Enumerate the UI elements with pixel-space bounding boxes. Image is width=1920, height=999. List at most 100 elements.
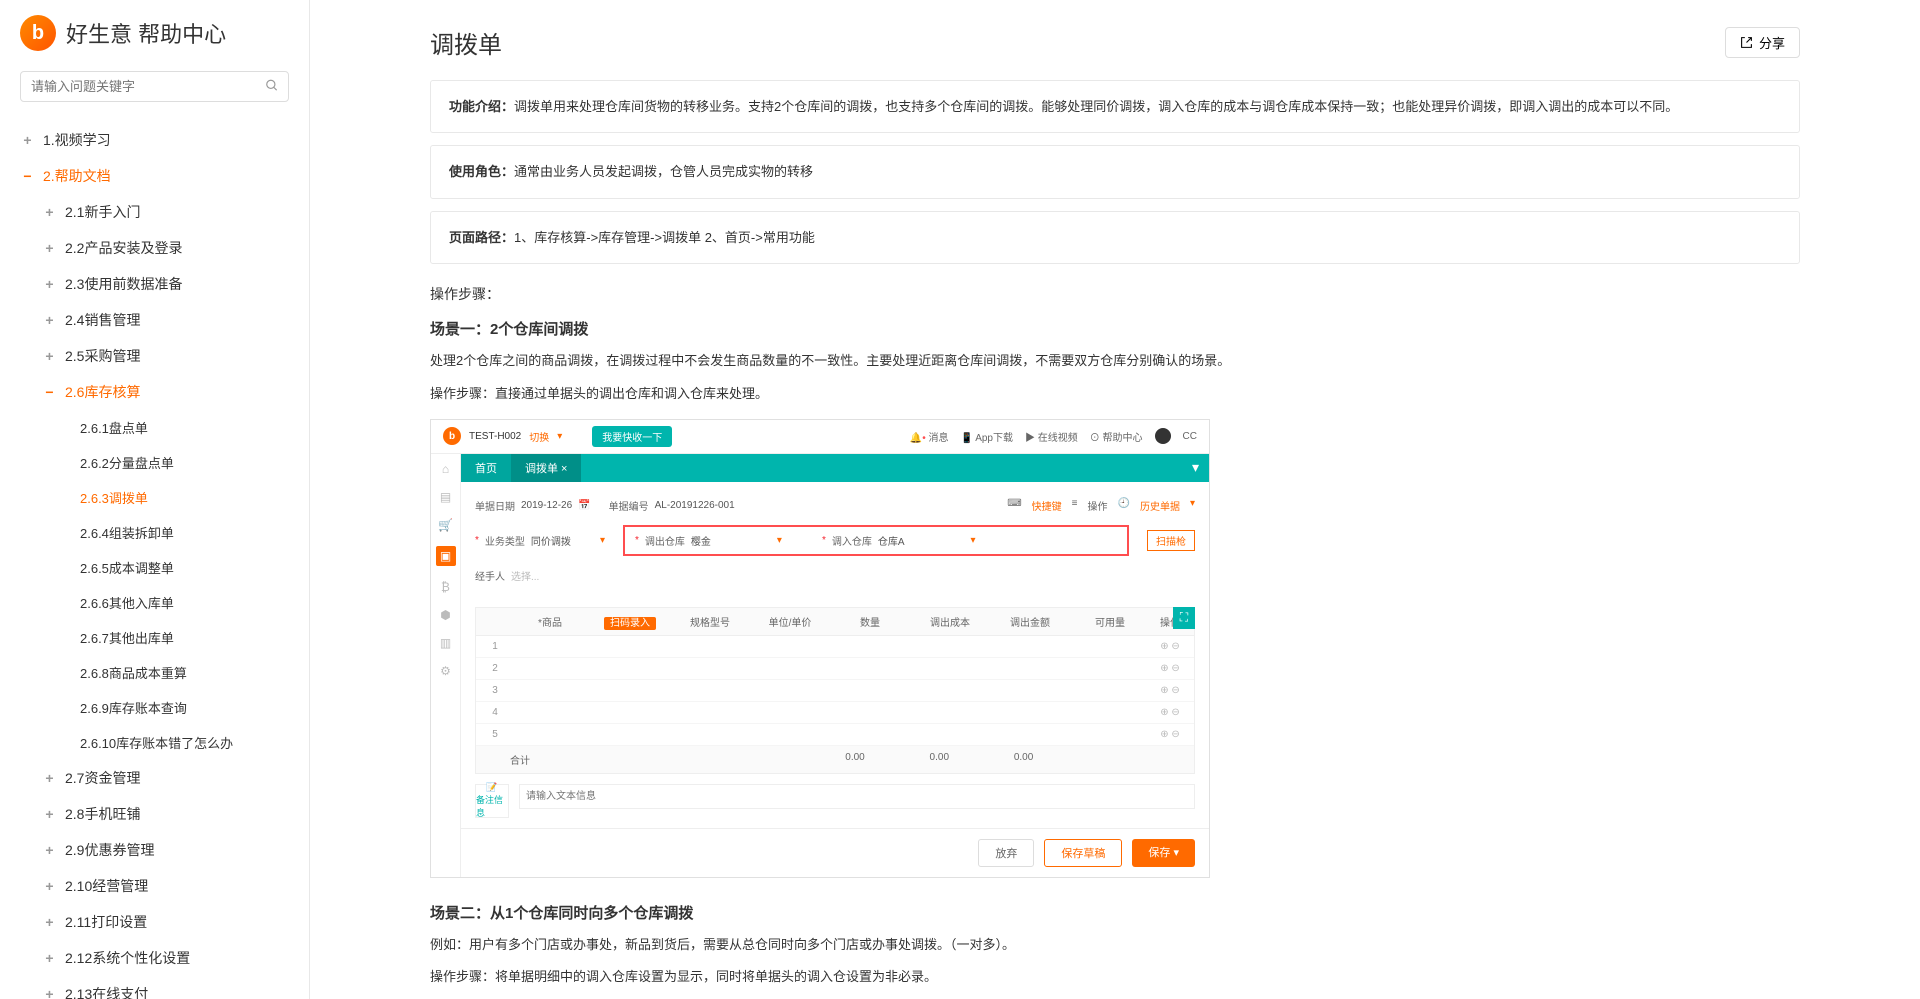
nav-l2-7[interactable]: +2.8手机旺铺 <box>20 796 289 832</box>
plus-icon: + <box>42 313 57 328</box>
nav-l3-8[interactable]: 2.6.9库存账本查询 <box>20 690 289 725</box>
doc-icon: ▤ <box>439 490 453 504</box>
nav-tree: +1.视频学习−2.帮助文档+2.1新手入门+2.2产品安装及登录+2.3使用前… <box>20 122 289 999</box>
role-label: 使用角色： <box>449 164 514 179</box>
handler-placeholder: 选择... <box>511 568 539 583</box>
nav-l2-12[interactable]: +2.13在线支付 <box>20 976 289 999</box>
handler-label: 经手人 <box>475 568 505 583</box>
nav-l2-6[interactable]: +2.7资金管理 <box>20 760 289 796</box>
bell-icon: 🔔• 消息 <box>910 429 949 444</box>
nav-l2-5[interactable]: −2.6库存核算 <box>20 374 289 410</box>
nav-l3-7[interactable]: 2.6.8商品成本重算 <box>20 655 289 690</box>
scene1-step: 操作步骤：直接通过单据头的调出仓库和调入仓库来处理。 <box>430 382 1800 407</box>
nav-l3-6[interactable]: 2.6.7其他出库单 <box>20 620 289 655</box>
nav-l1-1[interactable]: −2.帮助文档 <box>20 158 289 194</box>
plus-icon: + <box>42 771 57 786</box>
table-row: 1⊕ ⊖ <box>476 636 1194 658</box>
box-icon: ▣ <box>436 546 456 566</box>
mock-top-button: 我要快收一下 <box>592 426 672 447</box>
mock-sidebar: ⌂ ▤ 🛒 ▣ ₿ ⬢ ▥ ⚙ <box>431 454 461 877</box>
chevron-down-icon: ▾ <box>1190 498 1195 513</box>
out-value: 樱金 <box>691 533 711 548</box>
scan-button: 扫描枪 <box>1147 530 1195 551</box>
plus-icon: + <box>42 277 57 292</box>
nav-l2-9[interactable]: +2.10经营管理 <box>20 868 289 904</box>
plus-icon: + <box>42 349 57 364</box>
content-area: 调拨单 分享 功能介绍：调拨单用来处理仓库间货物的转移业务。支持2个仓库间的调拨… <box>310 0 1920 999</box>
mock-logo-icon: b <box>443 427 461 445</box>
nav-l2-0[interactable]: +2.1新手入门 <box>20 194 289 230</box>
mock-store: TEST-H002 <box>469 431 521 442</box>
shop-icon: ⬢ <box>439 608 453 622</box>
intro-text: 调拨单用来处理仓库间货物的转移业务。支持2个仓库间的调拨，也支持多个仓库间的调拨… <box>514 99 1678 114</box>
nav-l3-1[interactable]: 2.6.2分量盘点单 <box>20 445 289 480</box>
mock-table: ⛶ *商品扫码录入规格型号单位/单价数量调出成本调出金额可用量操作 1⊕ ⊖2⊕… <box>475 607 1195 774</box>
date-value: 2019-12-26 <box>521 500 572 511</box>
plus-icon: + <box>42 987 57 999</box>
search-icon[interactable] <box>265 78 279 95</box>
plus-icon: + <box>20 133 35 148</box>
mock-th-1: *商品 <box>510 614 590 629</box>
nav-l3-0[interactable]: 2.6.1盘点单 <box>20 410 289 445</box>
link-op: 操作 <box>1088 498 1108 513</box>
nav-l3-2[interactable]: 2.6.3调拨单 <box>20 480 289 515</box>
nav-l2-1[interactable]: +2.2产品安装及登录 <box>20 230 289 266</box>
remark-icon: 📝备注信息 <box>475 784 509 818</box>
mock-tabs: 首页 调拨单 × ▾ <box>461 454 1209 482</box>
table-row: 3⊕ ⊖ <box>476 680 1194 702</box>
logo-icon: b <box>20 15 56 51</box>
nav-l2-8[interactable]: +2.9优惠券管理 <box>20 832 289 868</box>
nav-l2-3[interactable]: +2.4销售管理 <box>20 302 289 338</box>
steps-label: 操作步骤： <box>430 284 1800 304</box>
sum-cost: 0.00 <box>897 752 981 767</box>
sum-label: 合计 <box>510 752 560 767</box>
mock-tab-home: 首页 <box>461 454 511 482</box>
phone-icon: 📱 App下载 <box>961 429 1013 444</box>
in-label: 调入仓库 <box>832 533 872 548</box>
nav-l2-4[interactable]: +2.5采购管理 <box>20 338 289 374</box>
share-icon <box>1740 36 1753 49</box>
mock-screenshot-1: b TEST-H002 切换 ▾ 我要快收一下 🔔• 消息 📱 App下载 ▶ … <box>430 419 1210 878</box>
minus-icon: − <box>42 385 57 400</box>
role-box: 使用角色：通常由业务人员发起调拨，仓管人员完成实物的转移 <box>430 145 1800 198</box>
plus-icon: + <box>42 241 57 256</box>
nav-l3-4[interactable]: 2.6.5成本调整单 <box>20 550 289 585</box>
nav-l3-5[interactable]: 2.6.6其他入库单 <box>20 585 289 620</box>
nav-l3-3[interactable]: 2.6.4组装拆卸单 <box>20 515 289 550</box>
in-value: 仓库A <box>878 533 905 548</box>
table-row: 2⊕ ⊖ <box>476 658 1194 680</box>
chevron-down-icon: ▾ <box>557 431 562 442</box>
mock-tab-active: 调拨单 × <box>511 454 581 482</box>
path-text: 1、库存核算->库存管理->调拨单 2、首页->常用功能 <box>514 230 815 245</box>
date-label: 单据日期 <box>475 498 515 513</box>
history-icon: 🕘 <box>1118 498 1130 513</box>
video-icon: ▶ 在线视频 <box>1025 429 1078 444</box>
mock-th-6: 调出成本 <box>910 614 990 629</box>
mock-th-3: 规格型号 <box>670 614 750 629</box>
mock-th-0 <box>480 614 510 629</box>
plus-icon: + <box>42 205 57 220</box>
plus-icon: + <box>42 807 57 822</box>
nav-l1-0[interactable]: +1.视频学习 <box>20 122 289 158</box>
menu-icon: ≡ <box>1072 498 1078 513</box>
table-row: 4⊕ ⊖ <box>476 702 1194 724</box>
path-box: 页面路径：1、库存核算->库存管理->调拨单 2、首页->常用功能 <box>430 211 1800 264</box>
draft-button: 保存草稿 <box>1044 839 1122 867</box>
intro-label: 功能介绍： <box>449 99 514 114</box>
search-input[interactable] <box>20 71 289 102</box>
page-header: 调拨单 分享 <box>430 25 1800 60</box>
nav-l2-11[interactable]: +2.12系统个性化设置 <box>20 940 289 976</box>
plus-icon: + <box>42 951 57 966</box>
plus-icon: + <box>42 879 57 894</box>
mock-th-5: 数量 <box>830 614 910 629</box>
share-button[interactable]: 分享 <box>1725 27 1800 58</box>
cart-icon: 🛒 <box>439 518 453 532</box>
nav-l3-9[interactable]: 2.6.10库存账本错了怎么办 <box>20 725 289 760</box>
mock-th-2: 扫码录入 <box>590 614 670 629</box>
keyboard-icon: ⌨ <box>1007 498 1021 513</box>
biz-label: 业务类型 <box>485 533 525 548</box>
nav-l2-10[interactable]: +2.11打印设置 <box>20 904 289 940</box>
scene2-step: 操作步骤：将单据明细中的调入仓库设置为显示，同时将单据头的调入仓设置为非必录。 <box>430 965 1800 990</box>
nav-l2-2[interactable]: +2.3使用前数据准备 <box>20 266 289 302</box>
role-text: 通常由业务人员发起调拨，仓管人员完成实物的转移 <box>514 164 813 179</box>
